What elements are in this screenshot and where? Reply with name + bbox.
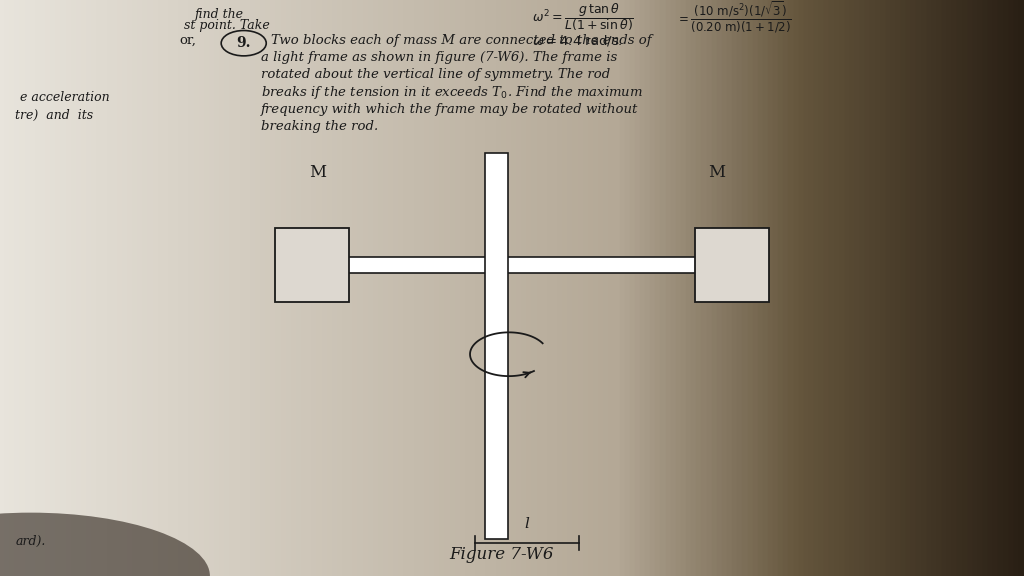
Bar — [275, 228, 349, 302]
Text: Figure 7-W6: Figure 7-W6 — [450, 546, 554, 563]
Text: ard).: ard). — [15, 535, 46, 548]
Text: tre)  and  its: tre) and its — [15, 109, 93, 122]
Text: M: M — [309, 164, 326, 181]
Text: $=\dfrac{(10\text{ m/s}^2)(1/\sqrt{3})}{(0.20\text{ m})(1+1/2)}$: $=\dfrac{(10\text{ m/s}^2)(1/\sqrt{3})}{… — [676, 0, 792, 35]
Text: a light frame as shown in figure (7-W6). The frame is: a light frame as shown in figure (7-W6).… — [261, 51, 617, 64]
Text: find the: find the — [195, 8, 244, 21]
Text: breaks if the tension in it exceeds T$_0$. Find the maximum: breaks if the tension in it exceeds T$_0… — [261, 84, 643, 101]
Text: rotated about the vertical line of symmetry. The rod: rotated about the vertical line of symme… — [261, 69, 610, 81]
Text: frequency with which the frame may be rotated without: frequency with which the frame may be ro… — [261, 103, 639, 116]
Text: st point. Take: st point. Take — [184, 20, 270, 32]
Bar — [292, 257, 748, 273]
Ellipse shape — [0, 513, 210, 576]
Bar — [485, 153, 508, 539]
Bar — [695, 228, 769, 302]
Text: M: M — [709, 164, 725, 181]
Text: $\omega^2 = \dfrac{g\,\tan\theta}{L(1+\sin\theta)}$: $\omega^2 = \dfrac{g\,\tan\theta}{L(1+\s… — [532, 1, 635, 33]
Text: Two blocks each of mass M are connected to the ends of: Two blocks each of mass M are connected … — [271, 34, 652, 47]
Text: 9.: 9. — [237, 36, 251, 50]
Text: breaking the rod.: breaking the rod. — [261, 120, 379, 133]
Text: or,: or, — [179, 34, 196, 47]
Text: $\omega = 4.4\text{ rad/s.}$: $\omega = 4.4\text{ rad/s.}$ — [532, 33, 624, 48]
Text: e acceleration: e acceleration — [20, 92, 111, 104]
Text: l: l — [524, 517, 529, 531]
